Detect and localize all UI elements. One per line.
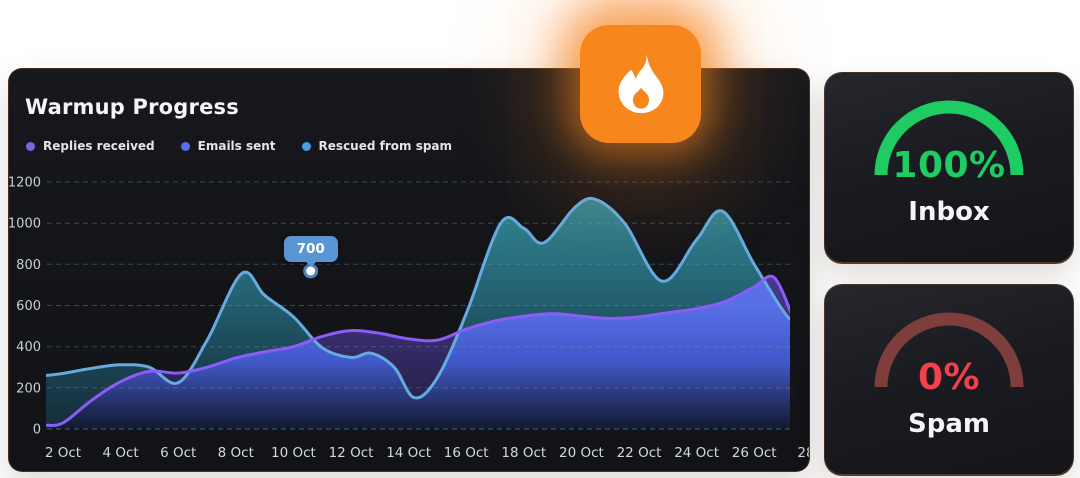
chart-tooltip: 700 (283, 235, 338, 267)
rescued-from-spam-line (46, 197, 790, 400)
svg-text:22 Oct: 22 Oct (617, 445, 662, 461)
emails-sent-dot-icon (180, 141, 190, 151)
svg-text:6 Oct: 6 Oct (160, 445, 196, 461)
chart-lines (46, 197, 790, 427)
spam-gauge-arc (874, 312, 1024, 388)
emails-sent-overlap-area (46, 280, 790, 429)
chart-grid: 0 200 400 600 800 1000 1200 2 Oct 4 Oct 6 Oct 8 Oc… (9, 176, 809, 462)
warmup-chart[interactable]: 0 200 400 600 800 1000 1200 2 Oct 4 Oct 6 Oct 8 Oc… (9, 69, 809, 471)
svg-text:1000: 1000 (9, 217, 41, 232)
svg-text:400: 400 (16, 340, 41, 355)
svg-text:16 Oct: 16 Oct (444, 445, 489, 461)
svg-text:800: 800 (16, 258, 41, 273)
legend-label: Rescued from spam (318, 139, 453, 153)
svg-text:14 Oct: 14 Oct (386, 445, 431, 461)
svg-text:20 Oct: 20 Oct (559, 445, 604, 461)
svg-text:26 Oct: 26 Oct (732, 445, 777, 461)
chart-legend: Replies received Emails sent Rescued fro… (26, 139, 452, 153)
legend-item-replies-received[interactable]: Replies received (26, 139, 155, 153)
page-title: Warmup Progress (25, 95, 239, 119)
inbox-label: Inbox (908, 197, 990, 227)
svg-text:24 Oct: 24 Oct (674, 445, 719, 461)
inbox-percent-value: 100% (892, 145, 1006, 186)
svg-text:600: 600 (16, 299, 41, 314)
spam-rate-card: 0% Spam (824, 284, 1074, 476)
tooltip-value: 700 (296, 240, 325, 257)
svg-text:10 Oct: 10 Oct (271, 445, 316, 461)
legend-item-rescued-from-spam[interactable]: Rescued from spam (301, 139, 453, 153)
spam-label: Spam (908, 409, 990, 439)
svg-text:1200: 1200 (9, 176, 41, 191)
svg-text:12 Oct: 12 Oct (329, 445, 374, 461)
replies-received-line (46, 274, 790, 427)
inbox-rate-card: 100% Inbox (824, 72, 1074, 264)
replies-received-dot-icon (26, 141, 35, 151)
svg-text:2 Oct: 2 Oct (45, 445, 81, 461)
legend-label: Replies received (43, 139, 155, 153)
rescued-from-spam-dot-icon (301, 141, 311, 151)
svg-text:18 Oct: 18 Oct (501, 445, 546, 461)
spam-percent-value: 0% (917, 357, 981, 398)
flame-icon (618, 53, 663, 114)
legend-item-emails-sent[interactable]: Emails sent (180, 139, 276, 153)
svg-text:8 Oct: 8 Oct (218, 445, 254, 461)
svg-text:28 Oct: 28 Oct (797, 445, 809, 461)
flame-badge (580, 25, 701, 143)
inbox-gauge-arc (874, 100, 1024, 176)
legend-label: Emails sent (197, 139, 276, 153)
svg-text:200: 200 (16, 381, 41, 396)
chart-areas (46, 198, 790, 429)
svg-text:4 Oct: 4 Oct (102, 445, 138, 461)
svg-text:0: 0 (33, 423, 41, 438)
